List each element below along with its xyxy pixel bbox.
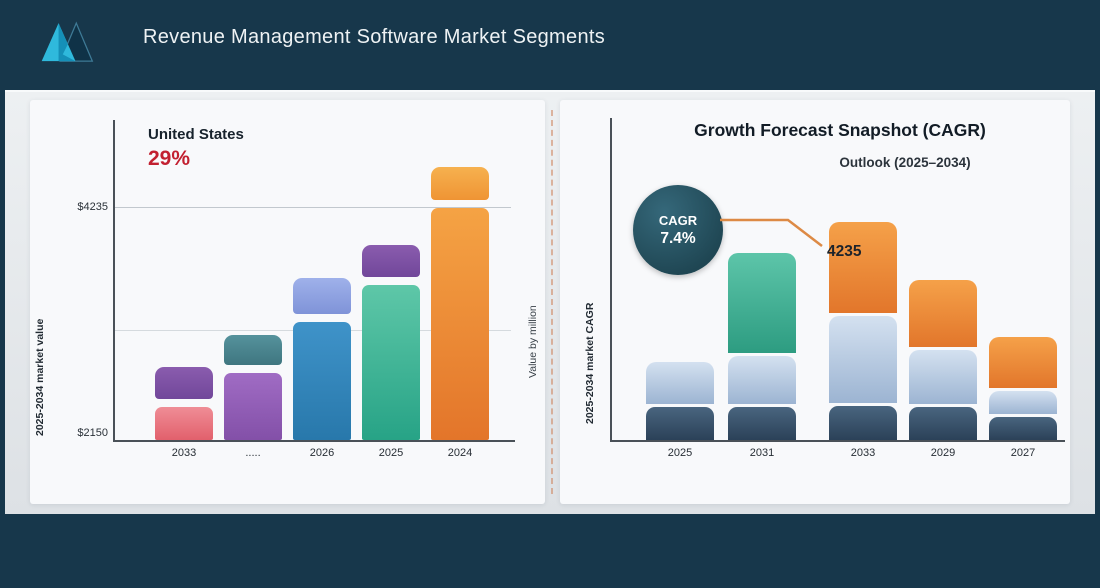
panel-divider	[551, 110, 553, 494]
ama-logo	[40, 16, 94, 69]
footer-bar: @ All Market Analysis Snapshot GlobalRev…	[0, 514, 1100, 588]
segment-2033-light	[829, 315, 897, 404]
bar-2025	[362, 285, 420, 440]
cagr-badge-value: 7.4%	[660, 229, 696, 247]
bar-2024	[431, 208, 489, 440]
y-tick-top: $4235	[77, 201, 108, 213]
segment-2031-light	[728, 355, 796, 404]
country-label: United States	[148, 126, 244, 143]
segment-2025-navy	[646, 406, 714, 440]
cagr-badge-label: CAGR	[658, 212, 698, 228]
x-tick-.....: .....	[245, 447, 261, 459]
x-tick-2027: 2027	[1010, 447, 1036, 459]
forecast-subtitle: Outlook (2025–2034)	[839, 155, 971, 170]
cagr-badge: CAGR 7.4%	[633, 185, 723, 275]
left-x-axis-line	[113, 440, 515, 442]
segment-2029-navy	[909, 406, 977, 440]
segment-2029-orange	[909, 279, 977, 348]
gridline-4235	[115, 207, 511, 208]
logo-mountains-icon	[41, 21, 94, 62]
segment-2027-orange	[989, 337, 1057, 389]
bar-2033	[155, 406, 213, 440]
segment-2029-light	[909, 350, 977, 404]
right-y-axis-label: 2025-2034 market CAGR	[584, 302, 596, 424]
x-tick-2026: 2026	[309, 447, 335, 459]
segment-2033-navy	[829, 406, 897, 440]
segment-2031-navy	[728, 406, 796, 440]
value-axis-label: Value by million	[527, 305, 539, 378]
bar-2026	[293, 322, 351, 440]
header-bar: Revenue Management Software Market Segme…	[0, 0, 1100, 90]
segment-2033-orange	[829, 222, 897, 313]
x-tick-2024: 2024	[447, 447, 473, 459]
bar-cap-2024	[431, 167, 489, 200]
left-y-axis-label: 2025-2034 market value	[34, 318, 46, 436]
right-x-axis-line	[610, 440, 1065, 442]
bar-cap-2026	[293, 277, 351, 315]
y-tick-bottom: $2150	[77, 427, 108, 439]
right-y-axis-line	[610, 118, 612, 442]
bar-value-callout: 4235	[827, 243, 862, 260]
x-tick-2033: 2033	[171, 447, 197, 459]
bar-.....	[224, 373, 282, 440]
x-tick-2031: 2031	[749, 447, 775, 459]
bar-cap-.....	[224, 335, 282, 366]
segment-2031-teal	[728, 252, 796, 353]
x-tick-2025: 2025	[378, 447, 404, 459]
x-tick-2033: 2033	[850, 447, 876, 459]
growth-percentage: 29%	[148, 147, 191, 170]
left-y-axis-line	[113, 120, 115, 442]
growth-forecast-panel	[560, 100, 1070, 504]
callout-connector-line	[720, 218, 823, 247]
segment-2027-light	[989, 391, 1057, 414]
x-tick-2025: 2025	[667, 447, 693, 459]
bar-cap-2033	[155, 366, 213, 399]
forecast-title: Growth Forecast Snapshot (CAGR)	[694, 120, 986, 140]
segment-2025-light	[646, 362, 714, 404]
x-tick-2029: 2029	[930, 447, 956, 459]
bar-cap-2025	[362, 245, 420, 278]
segment-2027-navy	[989, 416, 1057, 440]
page-title: Revenue Management Software Market Segme…	[143, 26, 606, 48]
